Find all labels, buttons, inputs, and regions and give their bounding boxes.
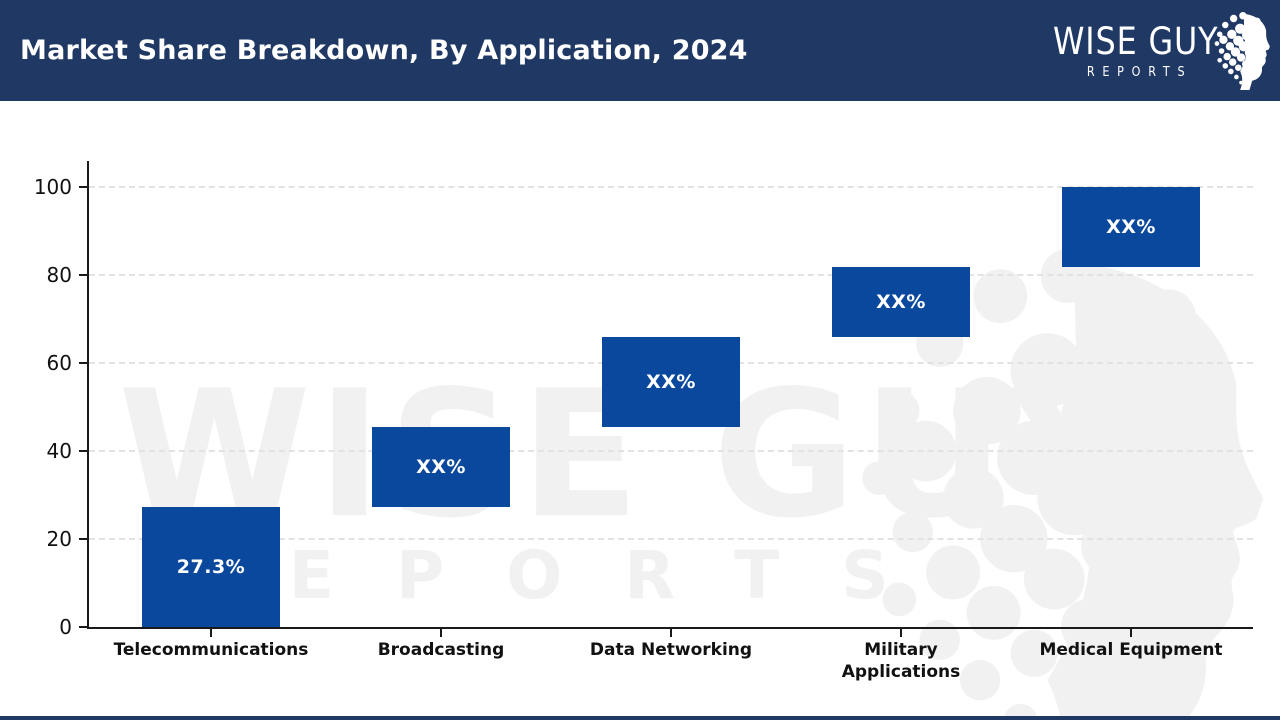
x-axis-tick-medical-equipment xyxy=(1130,629,1132,637)
y-axis-tick-label-60: 60 xyxy=(46,351,72,375)
brand-name: WISE GUY xyxy=(1052,19,1218,63)
y-axis-tick-40 xyxy=(79,450,89,452)
bar-value-label-telecommunications: 27.3% xyxy=(176,555,246,578)
x-axis-tick-military-applications xyxy=(900,629,902,637)
brand-tagline: REPORTS xyxy=(1086,64,1192,80)
gridline-100 xyxy=(89,186,1253,188)
bar-value-label-broadcasting: XX% xyxy=(416,455,466,478)
x-axis-tick-data-networking xyxy=(670,629,672,637)
y-axis-tick-20 xyxy=(79,538,89,540)
y-axis-tick-80 xyxy=(79,274,89,276)
bar-broadcasting: XX% xyxy=(372,426,510,507)
gridline-80 xyxy=(89,274,1253,276)
bar-value-label-medical-equipment: XX% xyxy=(1106,216,1156,239)
dotted-face-icon xyxy=(1214,11,1270,90)
footer-bar xyxy=(0,716,1280,720)
x-axis-label-military-applications: Military Applications xyxy=(841,640,961,682)
page-title: Market Share Breakdown, By Application, … xyxy=(20,35,748,66)
x-axis-tick-telecommunications xyxy=(210,629,212,637)
bar-value-label-military-applications: XX% xyxy=(876,290,926,313)
bar-medical-equipment: XX% xyxy=(1062,187,1200,268)
y-axis-tick-label-0: 0 xyxy=(59,615,72,639)
x-axis-label-broadcasting: Broadcasting xyxy=(377,640,505,660)
watermark-brand-tagline: REPORTS xyxy=(176,537,951,614)
header-bar: Market Share Breakdown, By Application, … xyxy=(0,0,1280,101)
y-axis-tick-label-20: 20 xyxy=(46,527,72,551)
y-axis-tick-0 xyxy=(79,626,89,628)
x-axis-tick-broadcasting xyxy=(440,629,442,637)
y-axis-tick-100 xyxy=(79,186,89,188)
y-axis-tick-60 xyxy=(79,362,89,364)
brand-logo: WISE GUY REPORTS xyxy=(1026,11,1280,90)
brand-logo-text: WISE GUY REPORTS xyxy=(1052,23,1218,79)
x-axis-line xyxy=(87,627,1253,629)
gridline-20 xyxy=(89,538,1253,540)
x-axis-label-medical-equipment: Medical Equipment xyxy=(1039,640,1223,660)
x-axis-label-telecommunications: Telecommunications xyxy=(113,640,309,660)
y-axis-tick-label-80: 80 xyxy=(46,263,72,287)
bar-telecommunications: 27.3% xyxy=(142,506,280,627)
y-axis-tick-label-40: 40 xyxy=(46,439,72,463)
bar-data-networking: XX% xyxy=(602,336,740,427)
chart-canvas: WISE GUY REPORTS 0 20 40 60 80 100 27.3% Teleco… xyxy=(0,101,1280,720)
y-axis-line xyxy=(87,161,89,629)
watermark-dotted-face-icon xyxy=(862,249,1264,720)
y-axis-tick-label-100: 100 xyxy=(33,175,72,199)
bar-value-label-data-networking: XX% xyxy=(646,370,696,393)
gridline-40 xyxy=(89,450,1253,452)
x-axis-label-data-networking: Data Networking xyxy=(589,640,753,660)
bar-military-applications: XX% xyxy=(832,267,970,337)
